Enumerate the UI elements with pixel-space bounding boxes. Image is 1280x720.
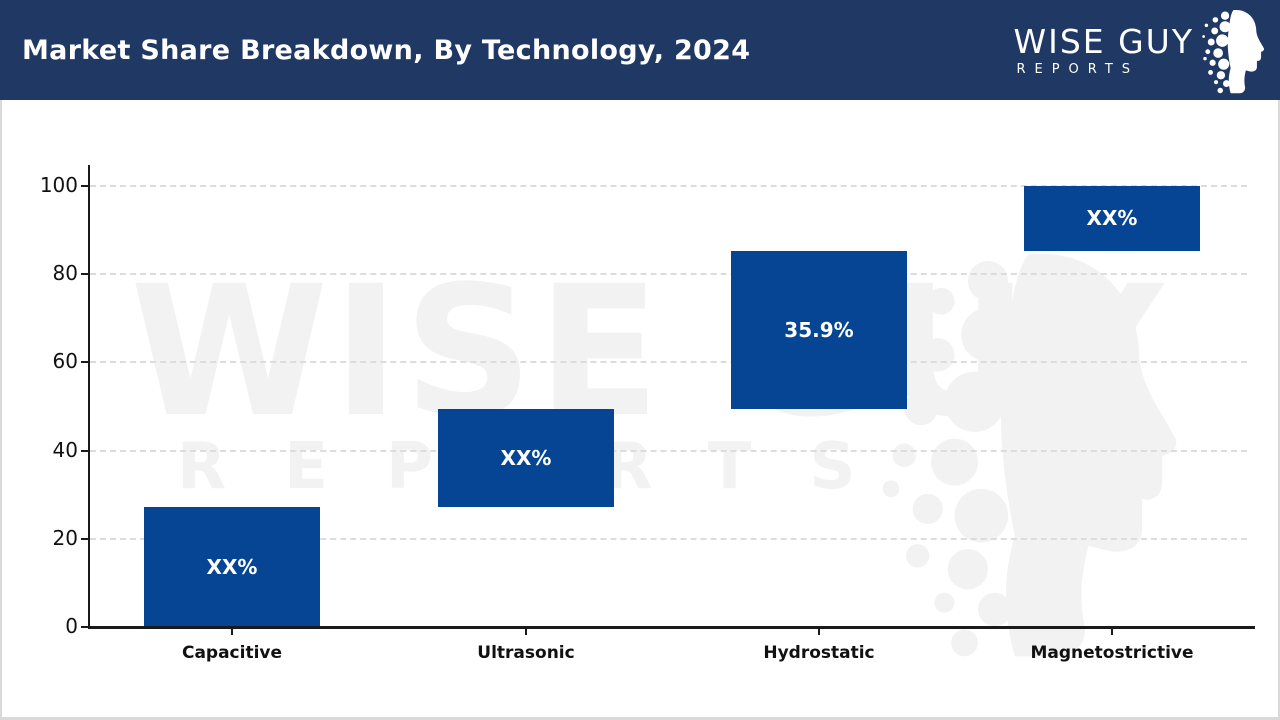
x-axis-tick-mark bbox=[1111, 627, 1113, 635]
y-axis-tick-mark bbox=[81, 537, 89, 540]
head-profile-icon bbox=[1196, 6, 1268, 96]
bar-segment-hydrostatic: 35.9% bbox=[731, 250, 907, 410]
y-axis-tick-label: 20 bbox=[52, 525, 78, 550]
x-axis-category-label: Ultrasonic bbox=[477, 643, 575, 663]
y-axis-tick-mark bbox=[81, 626, 89, 628]
bar-segment-capacitive: XX% bbox=[144, 507, 320, 627]
bar-value-label: XX% bbox=[206, 555, 258, 580]
logo-wordmark: WISE GUY bbox=[1013, 22, 1194, 61]
gridline-40 bbox=[90, 449, 1247, 452]
y-axis-tick-label: 80 bbox=[52, 261, 78, 286]
logo-text: WISE GUY REPORTS bbox=[1013, 25, 1194, 77]
x-axis-category-label: Capacitive bbox=[181, 643, 283, 663]
gridline-60 bbox=[90, 361, 1247, 364]
gridline-80 bbox=[90, 273, 1247, 276]
x-axis-spine bbox=[90, 626, 1255, 629]
x-axis-tick-mark bbox=[818, 627, 820, 635]
x-axis-tick-mark bbox=[231, 627, 233, 635]
y-axis-tick-mark bbox=[81, 185, 89, 187]
y-axis-tick-label: 60 bbox=[52, 349, 78, 374]
y-axis-spine bbox=[88, 165, 90, 629]
bar-value-label: XX% bbox=[500, 446, 552, 471]
header-bar: Market Share Breakdown, By Technology, 2… bbox=[0, 0, 1280, 100]
bar-value-label: 35.9% bbox=[784, 317, 854, 342]
y-axis-tick-mark bbox=[81, 449, 89, 452]
y-axis-tick-mark bbox=[81, 273, 89, 276]
bar-value-label: XX% bbox=[1086, 206, 1138, 231]
plot-area: WISE GUY REPORTS 020406080100XX%XX%35.9%… bbox=[0, 100, 1280, 720]
y-axis-tick-label: 100 bbox=[39, 173, 78, 197]
gridline-100 bbox=[90, 185, 1247, 187]
bar-segment-ultrasonic: XX% bbox=[438, 409, 614, 508]
bar-segment-magnetostrictive: XX% bbox=[1024, 186, 1200, 251]
gridline-20 bbox=[90, 537, 1247, 540]
y-axis-tick-label: 40 bbox=[52, 437, 78, 462]
wise-guy-reports-logo: WISE GUY REPORTS bbox=[1013, 4, 1268, 98]
x-axis-category-label: Magnetostrictive bbox=[1030, 643, 1194, 663]
chart-title: Market Share Breakdown, By Technology, 2… bbox=[22, 34, 751, 66]
logo-subtitle: REPORTS bbox=[1016, 62, 1140, 77]
y-axis-tick-mark bbox=[81, 361, 89, 364]
x-axis-category-label: Hydrostatic bbox=[763, 643, 875, 663]
x-axis-tick-mark bbox=[525, 627, 527, 635]
y-axis-tick-label: 0 bbox=[65, 614, 78, 638]
